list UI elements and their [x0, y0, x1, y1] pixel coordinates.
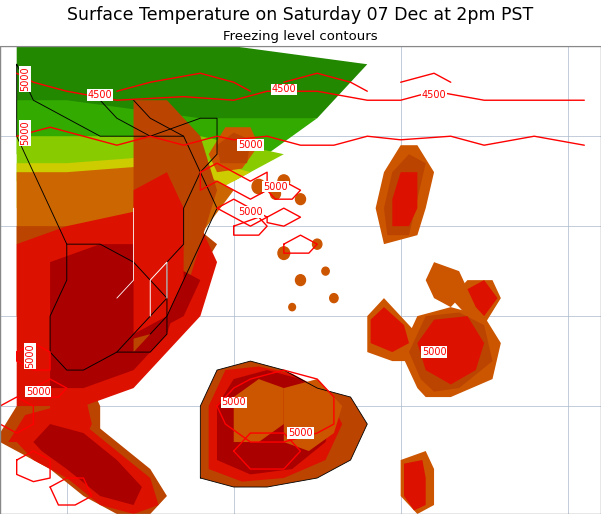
Polygon shape	[17, 217, 217, 320]
Polygon shape	[409, 313, 492, 392]
Text: 5000: 5000	[20, 120, 30, 145]
Polygon shape	[451, 280, 501, 325]
Polygon shape	[371, 307, 409, 352]
Polygon shape	[200, 361, 367, 487]
Circle shape	[296, 194, 305, 205]
Polygon shape	[34, 424, 142, 505]
Polygon shape	[367, 298, 417, 361]
Polygon shape	[50, 244, 184, 388]
Polygon shape	[217, 370, 334, 474]
Polygon shape	[401, 307, 501, 397]
Circle shape	[64, 456, 70, 464]
Text: Surface Temperature on Saturday 07 Dec at 2pm PST: Surface Temperature on Saturday 07 Dec a…	[67, 6, 534, 24]
Text: 4500: 4500	[422, 90, 447, 100]
Text: 5000: 5000	[263, 181, 288, 192]
Circle shape	[322, 267, 329, 275]
Polygon shape	[17, 100, 317, 172]
Text: 5000: 5000	[288, 428, 313, 438]
Polygon shape	[234, 379, 284, 442]
Polygon shape	[0, 397, 167, 514]
Bar	[0, 46, 601, 514]
Polygon shape	[392, 172, 417, 226]
Text: 5000: 5000	[221, 397, 246, 408]
Polygon shape	[17, 163, 234, 248]
Polygon shape	[50, 361, 92, 442]
Polygon shape	[426, 262, 468, 307]
Text: Freezing level contours: Freezing level contours	[223, 30, 378, 43]
Polygon shape	[133, 172, 184, 334]
Polygon shape	[209, 127, 259, 172]
Circle shape	[289, 303, 296, 310]
Polygon shape	[417, 316, 484, 384]
Text: 5000: 5000	[26, 387, 50, 397]
Text: 4500: 4500	[272, 84, 296, 95]
Text: 5000: 5000	[20, 66, 30, 91]
Polygon shape	[17, 136, 284, 190]
Polygon shape	[17, 208, 217, 406]
Text: 5000: 5000	[25, 343, 35, 368]
Circle shape	[252, 179, 266, 194]
Circle shape	[330, 293, 338, 303]
Polygon shape	[17, 46, 367, 136]
Circle shape	[296, 274, 305, 285]
Polygon shape	[384, 154, 426, 235]
Circle shape	[278, 175, 290, 188]
Polygon shape	[84, 262, 200, 343]
Polygon shape	[133, 100, 217, 352]
Polygon shape	[8, 406, 159, 514]
Polygon shape	[284, 379, 342, 451]
Circle shape	[270, 188, 281, 199]
Text: 4500: 4500	[88, 90, 112, 100]
Polygon shape	[217, 133, 251, 163]
Circle shape	[81, 466, 87, 472]
Polygon shape	[17, 154, 251, 212]
Text: 5000: 5000	[422, 347, 447, 357]
Polygon shape	[401, 451, 434, 514]
Text: 5000: 5000	[238, 207, 263, 217]
Text: 5000: 5000	[238, 140, 263, 150]
Polygon shape	[376, 145, 434, 244]
Polygon shape	[209, 366, 342, 482]
Polygon shape	[404, 460, 426, 510]
Circle shape	[98, 448, 103, 454]
Polygon shape	[468, 280, 498, 316]
Polygon shape	[50, 352, 100, 460]
Circle shape	[313, 239, 322, 249]
Circle shape	[278, 247, 290, 260]
